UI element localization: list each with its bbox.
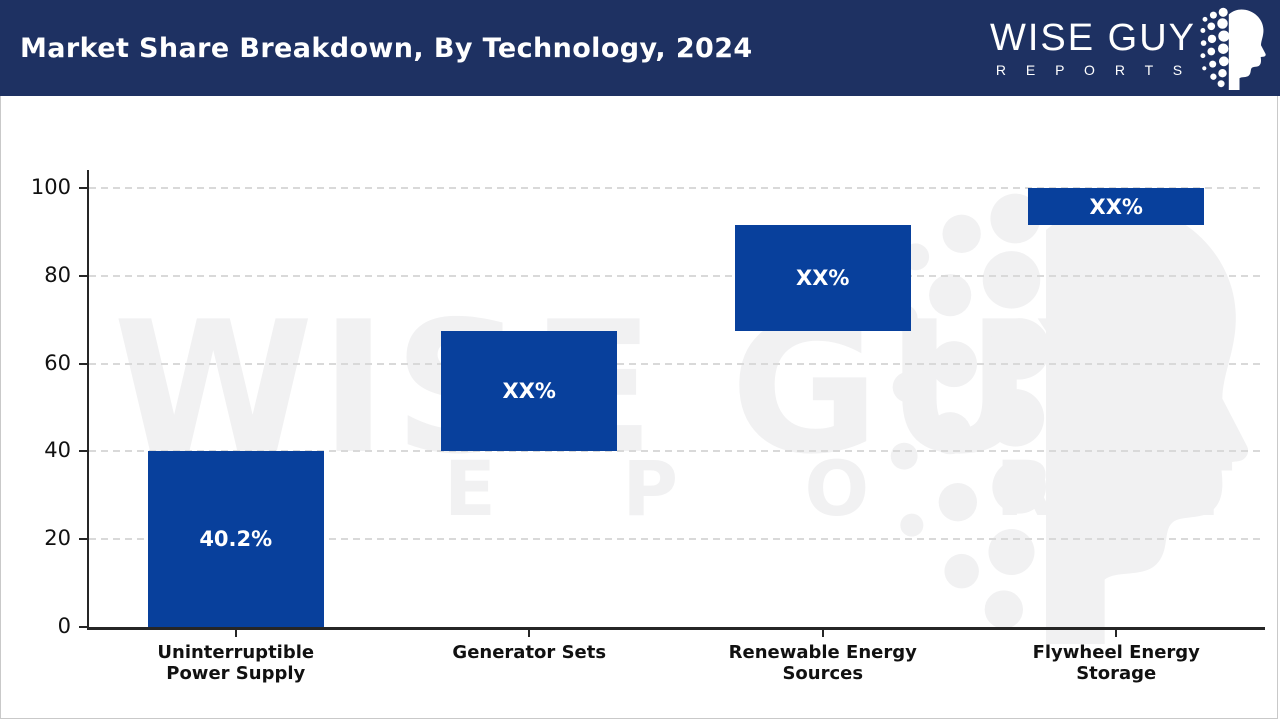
wiseguy-head-icon	[1198, 6, 1268, 90]
y-tick-label-60: 60	[44, 350, 71, 375]
category-label-4: Flywheel Energy Storage	[966, 642, 1266, 684]
x-tick-4	[1115, 630, 1118, 637]
category-label-line: Flywheel Energy	[1032, 642, 1200, 663]
gridline-40	[89, 450, 1263, 453]
y-tick-label-80: 80	[44, 262, 71, 287]
y-tick-100	[79, 187, 87, 189]
wiseguy-logo: WISE GUY R E P O R T S	[990, 0, 1268, 96]
bar-3: XX%	[734, 225, 911, 331]
bar-value-label-1: 40.2%	[199, 526, 273, 551]
category-label-3: Renewable Energy Sources	[673, 642, 973, 684]
gridline-20	[89, 538, 1263, 541]
category-label-line: Power Supply	[166, 663, 306, 684]
bar-value-label-3: XX%	[796, 265, 850, 290]
category-label-1: Uninterruptible Power Supply	[86, 642, 386, 684]
header-bar: Market Share Breakdown, By Technology, 2…	[0, 0, 1280, 96]
bar-value-label-2: XX%	[502, 378, 556, 403]
gridline-60	[89, 362, 1263, 365]
y-axis-line	[87, 170, 89, 629]
bar-value-label-4: XX%	[1089, 194, 1143, 219]
y-tick-label-40: 40	[44, 438, 71, 463]
gridline-80	[89, 274, 1263, 277]
category-label-line: Renewable Energy	[728, 642, 917, 663]
gridline-100	[89, 187, 1263, 189]
y-tick-label-100: 100	[30, 175, 71, 199]
y-tick-60	[79, 362, 87, 365]
bar-1: 40.2%	[147, 450, 324, 627]
category-label-line: Storage	[1076, 663, 1157, 684]
bar-4: XX%	[1028, 188, 1205, 226]
x-axis-line	[87, 627, 1265, 630]
category-label-2: Generator Sets	[379, 642, 679, 663]
logo-wordmark: WISE GUY	[989, 17, 1196, 59]
y-tick-80	[79, 274, 87, 277]
category-label-line: Uninterruptible	[157, 642, 315, 663]
x-tick-1	[234, 630, 237, 637]
y-tick-40	[79, 450, 87, 453]
y-tick-label-20: 20	[44, 526, 71, 551]
category-label-line: Sources	[782, 663, 864, 684]
bar-2: XX%	[441, 330, 618, 451]
page-title: Market Share Breakdown, By Technology, 2…	[20, 32, 753, 64]
x-tick-2	[528, 630, 531, 637]
x-tick-3	[821, 630, 824, 637]
y-tick-label-0: 0	[57, 614, 71, 638]
chart-area: WISE GUY R E P O R T S 02040608010040.2%…	[0, 96, 1280, 719]
y-tick-20	[79, 538, 87, 541]
wiseguy-logo-text: WISE GUY R E P O R T S	[990, 19, 1196, 77]
logo-subtext: R E P O R T S	[995, 62, 1191, 78]
y-tick-0	[79, 626, 87, 628]
category-label-line: Generator Sets	[452, 642, 607, 663]
